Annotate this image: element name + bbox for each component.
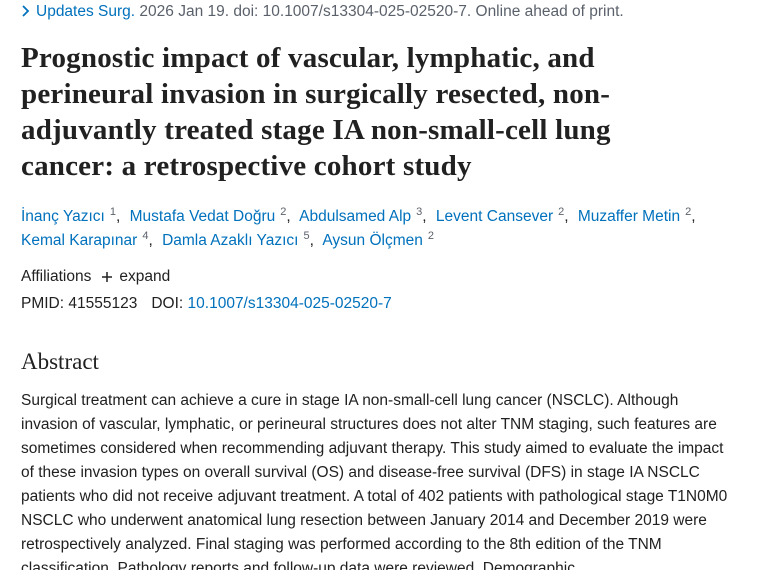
doi-label: DOI: [151,295,184,312]
affiliation-number[interactable]: 4 [142,230,149,242]
doi-link[interactable]: 10.1007/s13304-025-02520-7 [187,295,392,312]
affiliation-number[interactable]: 5 [303,230,310,242]
author-link[interactable]: Aysun Ölçmen [322,232,423,249]
journal-link[interactable]: Updates Surg. [36,3,136,20]
citation-details: 2026 Jan 19. doi: 10.1007/s13304-025-025… [139,3,624,20]
affiliation-number[interactable]: 2 [280,206,287,218]
affiliations-label: Affiliations [21,268,92,285]
author-link[interactable]: Abdulsamed Alp [299,208,412,225]
author: İnanç Yazıcı 1 [21,206,125,226]
author-link[interactable]: Kemal Karapınar [21,232,138,249]
abstract-text: Surgical treatment can achieve a cure in… [21,392,728,570]
author-list: İnanç Yazıcı 1 Mustafa Vedat Doğru 2 Abdul… [21,205,741,253]
affiliation-number[interactable]: 2 [685,206,692,218]
author-link[interactable]: Muzaffer Metin [577,208,681,225]
citation: Updates Surg. 2026 Jan 19. doi: 10.1007/… [21,3,624,21]
author: Aysun Ölçmen 2 [322,230,434,250]
author-link[interactable]: İnanç Yazıcı [21,208,105,225]
plus-icon[interactable] [101,271,113,283]
identifiers: PMID: 41555123 DOI: 10.1007/s13304-025-02… [21,295,392,313]
author-link[interactable]: Damla Azaklı Yazıcı [162,232,299,249]
author: Damla Azaklı Yazıcı 5 [162,230,319,250]
author-link[interactable]: Levent Cansever [435,208,554,225]
affiliation-number[interactable]: 3 [416,206,423,218]
author-link[interactable]: Mustafa Vedat Doğru [129,208,276,225]
expand-button[interactable]: expand [119,268,171,285]
affiliation-number[interactable]: 1 [109,206,116,218]
abstract-heading: Abstract [21,349,99,374]
affiliations: Affiliations expand [21,268,170,286]
author: Abdulsamed Alp 3 [299,206,431,226]
affiliation-number[interactable]: 2 [427,230,434,242]
author: Muzaffer Metin 2 [577,206,701,226]
pmid-value: 41555123 [68,295,138,312]
author: Kemal Karapınar 4 [21,230,158,250]
author: Mustafa Vedat Doğru 2 [129,206,296,226]
pmid-label: PMID: [21,295,65,312]
author: Levent Cansever 2 [435,206,574,226]
article-title: Prognostic impact of vascular, lymphatic… [21,42,611,182]
chevron-icon [22,5,30,17]
affiliation-number[interactable]: 2 [558,206,565,218]
